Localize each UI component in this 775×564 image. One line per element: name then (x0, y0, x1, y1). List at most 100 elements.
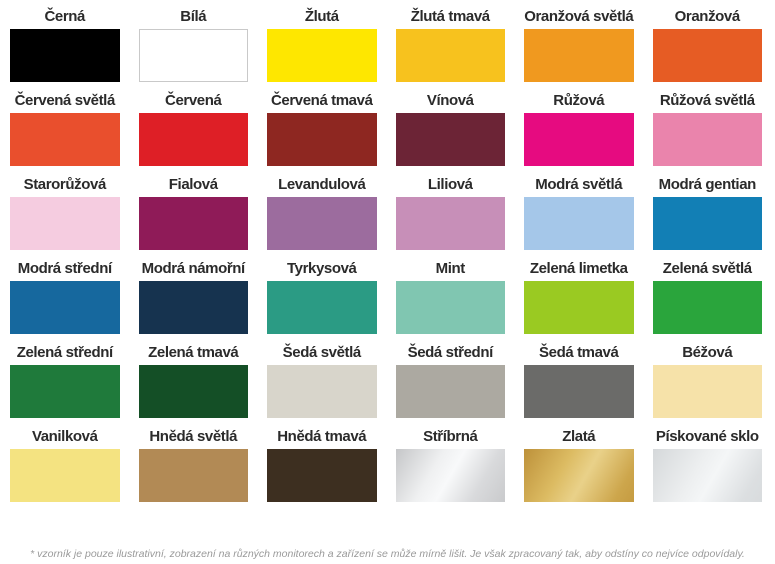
swatch-label: Černá (44, 8, 86, 25)
color-swatch (138, 113, 248, 166)
swatch-cell: Tyrkysová (267, 258, 377, 334)
color-swatch (524, 281, 634, 334)
swatch-cell: Hnědá světlá (138, 426, 248, 502)
swatch-label: Šedá světlá (282, 344, 362, 361)
swatch-label: Oranžová (674, 8, 741, 25)
swatch-cell: Starorůžová (10, 174, 120, 250)
swatch-label: Vínová (426, 92, 474, 109)
swatch-label: Žlutá tmavá (410, 8, 490, 25)
swatch-cell: Modrá gentian (652, 174, 762, 250)
swatch-label: Modrá námořní (141, 260, 246, 277)
swatch-cell: Šedá tmavá (524, 342, 634, 418)
swatch-cell: Pískované sklo (652, 426, 762, 502)
color-swatch (524, 449, 634, 502)
swatch-label: Mint (435, 260, 466, 277)
swatch-label: Modrá střední (17, 260, 112, 277)
swatch-cell: Modrá střední (10, 258, 120, 334)
swatch-label: Stříbrná (423, 428, 478, 445)
color-swatch (652, 197, 762, 250)
swatch-label: Béžová (682, 344, 733, 361)
color-swatch (10, 365, 120, 418)
color-swatch (267, 449, 377, 502)
color-swatch (652, 365, 762, 418)
swatch-label: Zlatá (562, 428, 596, 445)
swatch-cell: Červená (138, 90, 248, 166)
swatch-label: Růžová (553, 92, 605, 109)
swatch-cell: Modrá námořní (138, 258, 248, 334)
swatch-cell: Modrá světlá (524, 174, 634, 250)
color-swatch (138, 29, 248, 82)
swatch-label: Levandulová (278, 176, 366, 193)
swatch-label: Šedá tmavá (539, 344, 619, 361)
color-swatch (138, 365, 248, 418)
color-swatch (10, 197, 120, 250)
footnote: * vzorník je pouze ilustrativní, zobraze… (30, 548, 745, 560)
swatch-cell: Stříbrná (395, 426, 505, 502)
color-swatch (10, 281, 120, 334)
swatch-label: Oranžová světlá (524, 8, 634, 25)
color-swatch (395, 197, 505, 250)
swatch-cell: Žlutá tmavá (395, 6, 505, 82)
swatch-label: Zelená střední (16, 344, 114, 361)
swatch-cell: Oranžová světlá (524, 6, 634, 82)
swatch-cell: Červená tmavá (267, 90, 377, 166)
swatch-label: Růžová světlá (659, 92, 755, 109)
color-swatch (267, 197, 377, 250)
color-swatch (652, 281, 762, 334)
color-swatch (10, 29, 120, 82)
color-swatch (652, 29, 762, 82)
swatch-label: Tyrkysová (286, 260, 357, 277)
color-swatch (524, 113, 634, 166)
swatch-cell: Šedá světlá (267, 342, 377, 418)
swatch-cell: Červená světlá (10, 90, 120, 166)
swatch-cell: Růžová světlá (652, 90, 762, 166)
swatch-label: Fialová (168, 176, 218, 193)
swatch-label: Modrá gentian (658, 176, 757, 193)
swatch-label: Bílá (180, 8, 207, 25)
swatch-label: Vanilková (31, 428, 98, 445)
swatch-cell: Růžová (524, 90, 634, 166)
swatch-label: Hnědá tmavá (277, 428, 367, 445)
color-swatch (267, 281, 377, 334)
swatch-label: Červená (165, 92, 222, 109)
swatch-cell: Zlatá (524, 426, 634, 502)
swatch-label: Šedá střední (407, 344, 494, 361)
color-swatch (395, 113, 505, 166)
swatch-label: Zelená světlá (662, 260, 752, 277)
swatch-label: Červená světlá (14, 92, 116, 109)
swatch-label: Zelená limetka (529, 260, 628, 277)
color-swatch (395, 449, 505, 502)
color-swatch (267, 29, 377, 82)
swatch-cell: Zelená tmavá (138, 342, 248, 418)
swatch-cell: Mint (395, 258, 505, 334)
swatch-cell: Zelená střední (10, 342, 120, 418)
color-swatch (138, 449, 248, 502)
color-swatch (652, 449, 762, 502)
color-swatch (524, 197, 634, 250)
swatch-cell: Vanilková (10, 426, 120, 502)
swatch-label: Zelená tmavá (148, 344, 239, 361)
swatch-cell: Vínová (395, 90, 505, 166)
color-swatch (524, 365, 634, 418)
swatch-cell: Žlutá (267, 6, 377, 82)
swatch-label: Hnědá světlá (149, 428, 238, 445)
color-swatch (652, 113, 762, 166)
swatch-cell: Černá (10, 6, 120, 82)
swatch-label: Starorůžová (23, 176, 107, 193)
swatch-cell: Oranžová (652, 6, 762, 82)
color-swatch (524, 29, 634, 82)
color-swatch (395, 29, 505, 82)
swatch-label: Pískované sklo (655, 428, 759, 445)
color-swatch (395, 281, 505, 334)
color-swatch (267, 365, 377, 418)
swatch-cell: Hnědá tmavá (267, 426, 377, 502)
color-swatch (138, 281, 248, 334)
swatch-cell: Šedá střední (395, 342, 505, 418)
color-swatch (395, 365, 505, 418)
swatch-label: Liliová (427, 176, 473, 193)
swatch-cell: Bílá (138, 6, 248, 82)
swatch-cell: Levandulová (267, 174, 377, 250)
swatch-label: Modrá světlá (535, 176, 623, 193)
swatch-cell: Zelená limetka (524, 258, 634, 334)
